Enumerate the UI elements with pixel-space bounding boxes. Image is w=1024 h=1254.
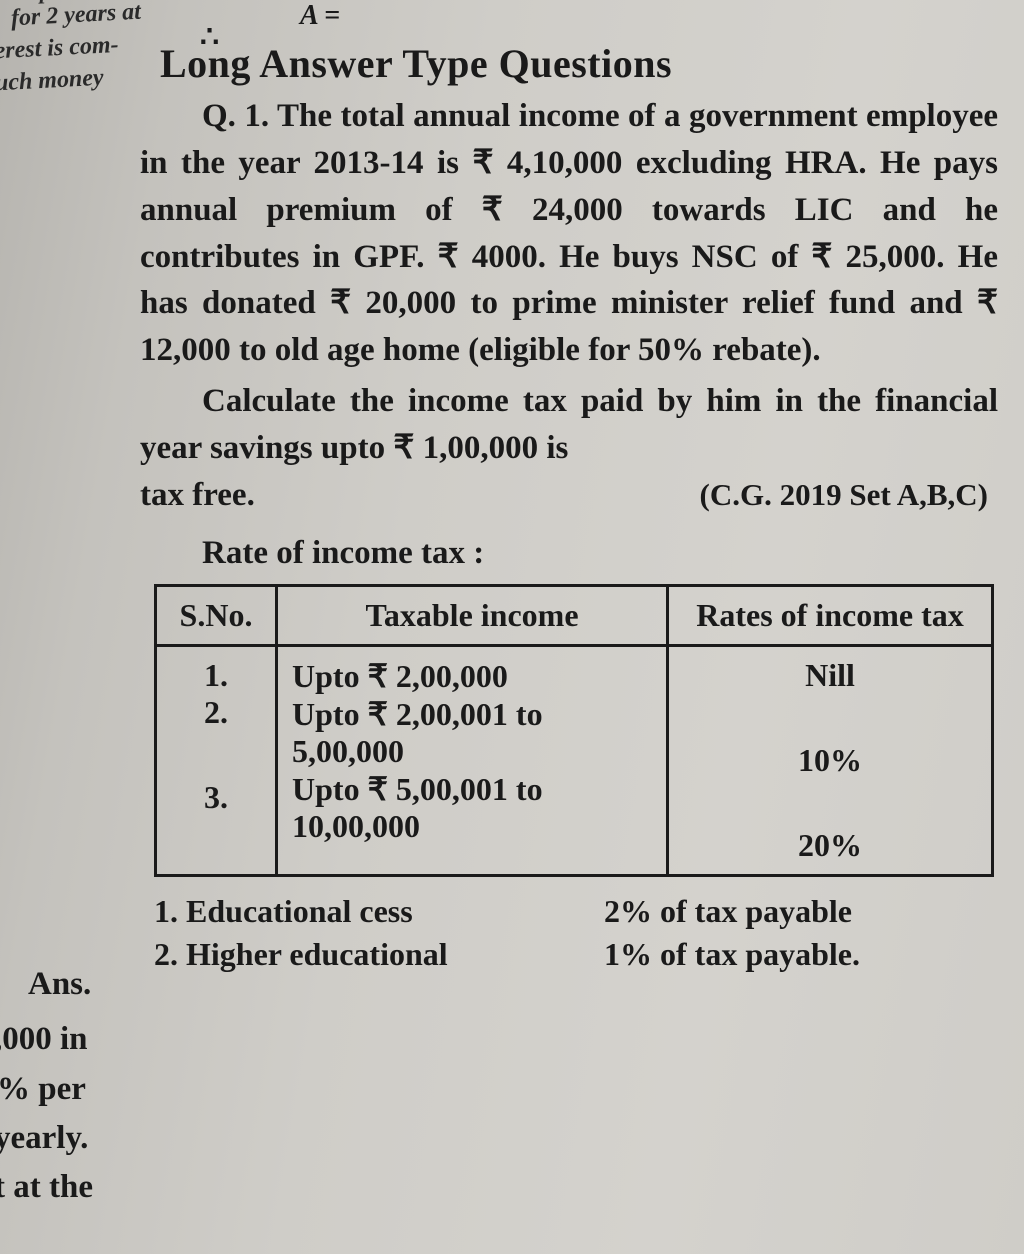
cess-notes: 1. Educational cess 2% of tax payable 2.… (154, 893, 1004, 973)
table-row: 1. 2. 3. Upto ₹ 2,00,000 Upto ₹ 2,00,001… (156, 645, 993, 875)
cell-taxable-income: Upto ₹ 2,00,000 Upto ₹ 2,00,001 to 5,00,… (277, 645, 668, 875)
margin-line: much money (0, 65, 104, 98)
margin-frag: ,000 in (0, 1015, 134, 1065)
sno-1: 1. (171, 657, 261, 694)
formula-fragment: A = (300, 0, 340, 32)
margin-frag: % per (0, 1065, 137, 1115)
margin-line: for 2 years at (10, 0, 141, 32)
sno-3: 3. (171, 779, 261, 816)
main-column: Long Answer Type Questions Q. 1. The tot… (140, 40, 1004, 979)
note-label: 1. Educational cess (154, 893, 574, 930)
table-header-row: S.No. Taxable income Rates of income tax (156, 585, 993, 645)
rate-2: 10% (683, 742, 977, 779)
ti-3: Upto ₹ 5,00,001 to 10,00,000 (292, 770, 652, 845)
question-para-1: Q. 1. The total annual income of a gover… (140, 93, 998, 374)
question-text-1: The total annual income of a government … (140, 98, 998, 368)
tax-rate-table: S.No. Taxable income Rates of income tax… (154, 584, 994, 877)
margin-line: erest is com- (0, 32, 119, 65)
col-taxable-income: Taxable income (277, 585, 668, 645)
cell-rate: Nill 10% 20% (668, 645, 993, 875)
ti-2: Upto ₹ 2,00,001 to 5,00,000 (292, 695, 652, 770)
question-para-2: Calculate the income tax paid by him in … (140, 378, 998, 472)
margin-frag: yearly. (0, 1114, 134, 1164)
note-value: 2% of tax payable (604, 893, 1004, 930)
ti-1: Upto ₹ 2,00,000 (292, 657, 652, 695)
rate-3: 20% (683, 827, 977, 864)
page: eposits he for 2 years at erest is com- … (0, 0, 1024, 1254)
rate-1: Nill (683, 657, 977, 694)
col-rate: Rates of income tax (668, 585, 993, 645)
rate-label: Rate of income tax : (140, 535, 1004, 572)
note-value: 1% of tax payable. (604, 936, 1004, 973)
section-heading: Long Answer Type Questions (160, 40, 1004, 87)
margin-frag: t at the (0, 1163, 134, 1213)
note-label: 2. Higher educational (154, 936, 574, 973)
question-label: Q. 1. (202, 98, 269, 134)
cell-sno: 1. 2. 3. (156, 645, 277, 875)
question-source: (C.G. 2019 Set A,B,C) (700, 473, 988, 517)
note-row: 2. Higher educational 1% of tax payable. (154, 936, 1004, 973)
tax-free-line: tax free. (140, 472, 255, 519)
question-block: Q. 1. The total annual income of a gover… (140, 93, 998, 525)
sno-2: 2. (171, 694, 261, 731)
col-sno: S.No. (156, 585, 277, 645)
note-row: 1. Educational cess 2% of tax payable (154, 893, 1004, 930)
